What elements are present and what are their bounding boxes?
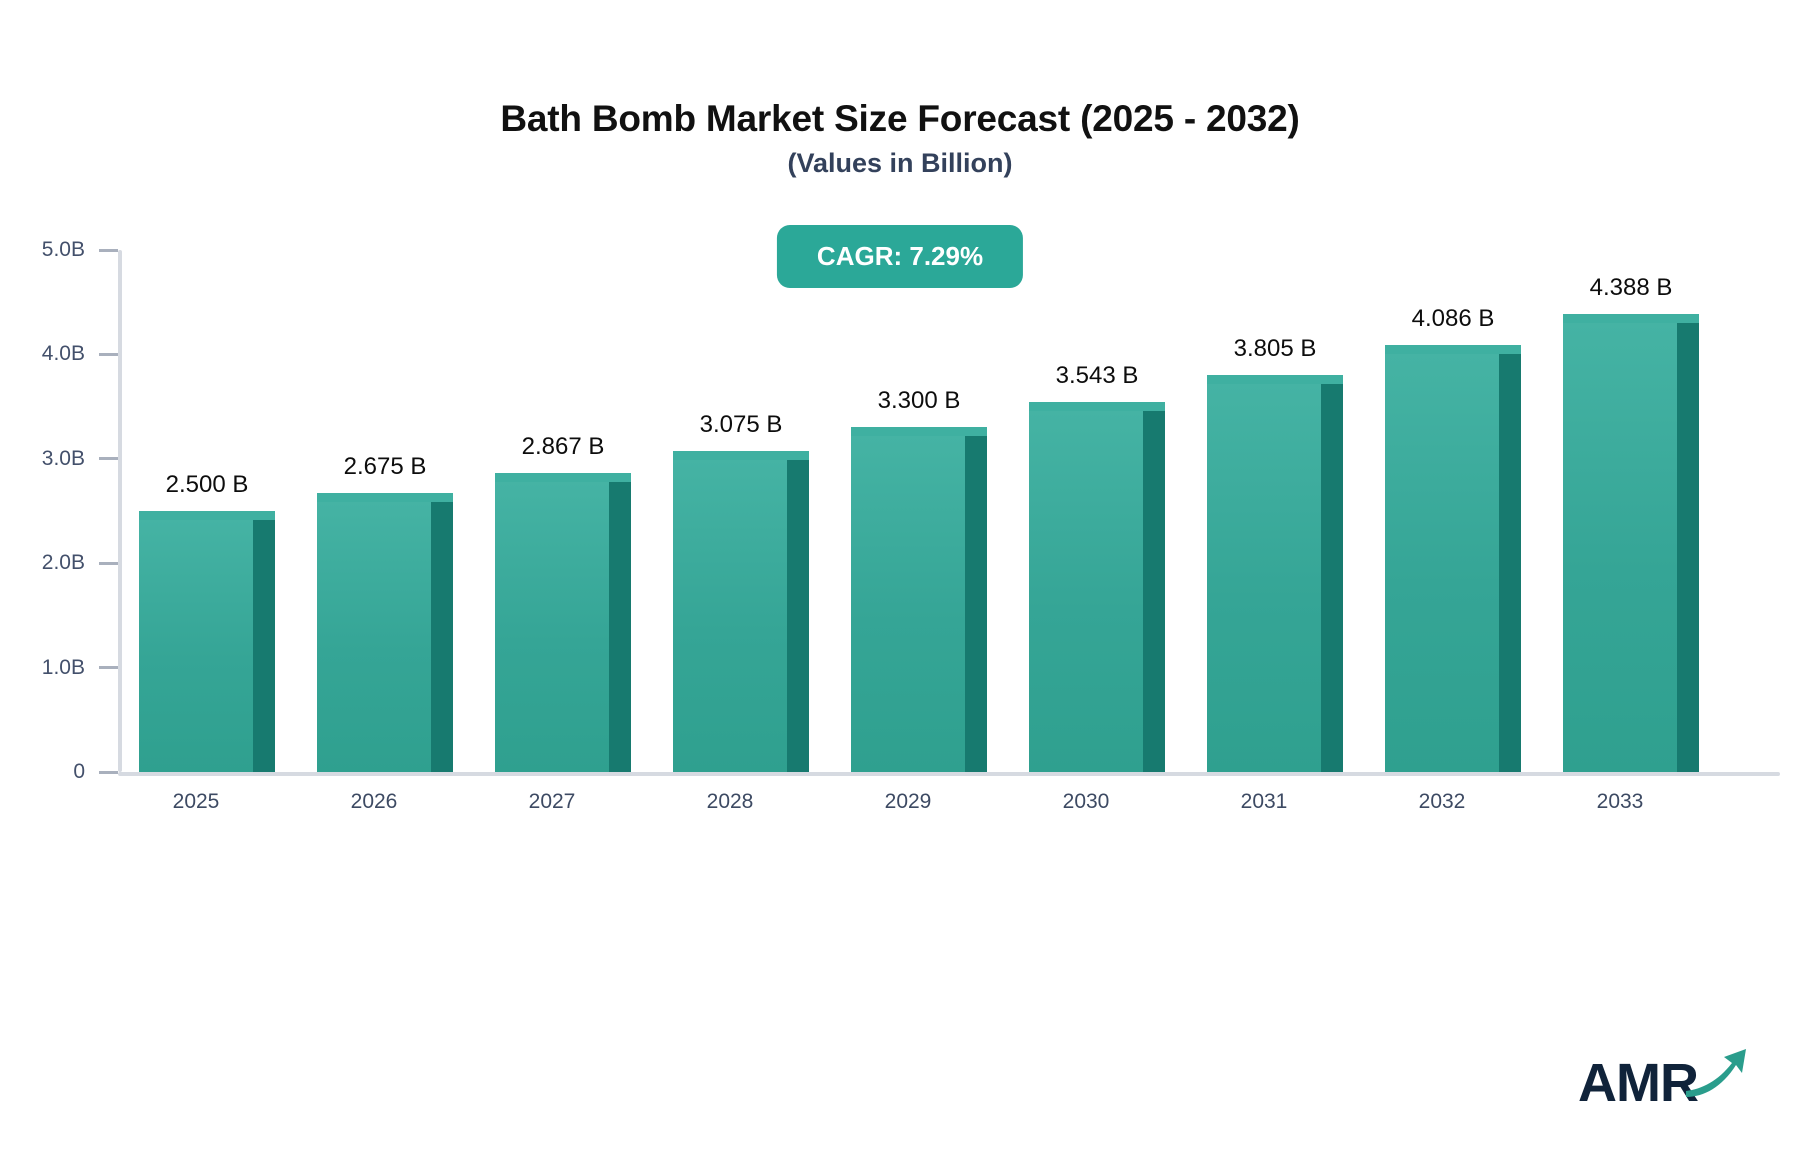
bar-column[interactable]: 4.086 B bbox=[1385, 250, 1521, 772]
plot-area: 2.500 B 2.675 B 2.867 B 3.075 B 3.300 B 3.543… bbox=[42, 238, 1780, 783]
bar-top-face bbox=[1563, 313, 1699, 323]
bar-side-face bbox=[253, 520, 275, 772]
bar-column[interactable]: 2.867 B bbox=[495, 250, 631, 772]
bar-top-face bbox=[851, 427, 987, 437]
y-axis-tick-label: 1.0B bbox=[41, 655, 85, 679]
bar-column[interactable]: 4.388 B bbox=[1563, 250, 1699, 772]
bar-shape: 3.805 B bbox=[1207, 335, 1343, 772]
bar-column[interactable]: 3.300 B bbox=[851, 250, 987, 772]
y-axis-tick-dash bbox=[99, 457, 118, 461]
bar-shape: 3.300 B bbox=[851, 387, 987, 772]
bar-column[interactable]: 3.075 B bbox=[673, 250, 809, 772]
cagr-badge: CAGR: 7.29% bbox=[776, 225, 1024, 288]
bar-side-face bbox=[609, 481, 631, 772]
bar-column[interactable]: 3.543 B bbox=[1029, 250, 1165, 772]
x-axis-tick-label: 2030 bbox=[1062, 790, 1110, 813]
bar-value-label: 2.675 B bbox=[343, 452, 427, 480]
y-axis-tick-label: 5.0B bbox=[41, 238, 85, 261]
y-axis-tick-dash bbox=[99, 561, 118, 565]
bar-side-face bbox=[1143, 411, 1165, 772]
bar-shape: 2.867 B bbox=[495, 433, 631, 772]
bar-value-label: 2.500 B bbox=[165, 471, 249, 498]
bar-side-face bbox=[965, 436, 987, 772]
bar-value-label: 3.805 B bbox=[1233, 334, 1317, 362]
bar-top-face bbox=[1385, 345, 1521, 355]
bar-shape: 3.543 B bbox=[1029, 362, 1165, 772]
y-axis-tick-dash bbox=[99, 770, 118, 774]
bar-front-face bbox=[673, 459, 787, 772]
logo-wordmark: AMR bbox=[1578, 1053, 1699, 1113]
x-axis-tick-label: 2025 bbox=[172, 790, 220, 813]
bar-shape: 2.675 B bbox=[317, 453, 453, 772]
bar-side-face bbox=[1499, 354, 1521, 772]
bar-front-face bbox=[1563, 322, 1677, 772]
bar-side-face bbox=[1677, 322, 1699, 772]
bar-top-face bbox=[139, 511, 275, 520]
bar-front-face bbox=[1385, 354, 1499, 772]
bar-series: 2.500 B 2.675 B 2.867 B 3.075 B 3.300 B 3.543… bbox=[118, 250, 1720, 772]
y-axis-tick: 3.0B bbox=[19, 447, 118, 471]
y-axis-tick-label: 2.0B bbox=[41, 551, 85, 575]
y-axis-tick: 2.0B bbox=[19, 551, 118, 575]
bar-top-face bbox=[1207, 374, 1343, 384]
bar-value-label: 3.543 B bbox=[1055, 362, 1139, 390]
y-axis-tick: 5.0B bbox=[19, 238, 118, 262]
bar-column[interactable]: 2.675 B bbox=[317, 250, 453, 772]
y-axis-tick-dash bbox=[99, 352, 118, 356]
bar-shape: 4.086 B bbox=[1385, 305, 1521, 772]
y-axis-tick-label: 4.0B bbox=[41, 342, 85, 366]
bar-top-face bbox=[673, 450, 809, 460]
bar-column[interactable]: 3.805 B bbox=[1207, 250, 1343, 772]
bar-front-face bbox=[317, 501, 431, 772]
amr-logo: AMR bbox=[1578, 1047, 1754, 1110]
bar-front-face bbox=[495, 481, 609, 772]
y-axis-tick: 0 bbox=[19, 760, 118, 784]
y-axis-tick: 4.0B bbox=[19, 342, 118, 366]
bar-front-face bbox=[139, 520, 253, 772]
bar-side-face bbox=[431, 501, 453, 772]
bar-value-label: 4.388 B bbox=[1589, 273, 1673, 301]
bar-shape: 4.388 B bbox=[1563, 274, 1699, 772]
bar-side-face bbox=[1321, 383, 1343, 772]
bar-side-face bbox=[787, 459, 809, 772]
y-axis-tick-dash bbox=[99, 248, 118, 252]
bar-value-label: 3.300 B bbox=[877, 387, 961, 415]
bar-top-face bbox=[317, 492, 453, 502]
bar-value-label: 3.075 B bbox=[699, 410, 783, 438]
bar-top-face bbox=[1029, 402, 1165, 412]
y-axis-tick-dash bbox=[99, 666, 118, 670]
growth-arrow-icon bbox=[1682, 1047, 1754, 1108]
y-axis-tick-label: 0 bbox=[73, 760, 85, 783]
y-axis-line bbox=[118, 250, 122, 772]
bar-front-face bbox=[851, 436, 965, 772]
x-axis-tick-label: 2027 bbox=[528, 790, 576, 813]
bar-value-label: 4.086 B bbox=[1411, 305, 1495, 333]
x-axis-line bbox=[118, 772, 1780, 776]
x-axis-tick-label: 2028 bbox=[706, 790, 754, 813]
chart-subtitle: (Values in Billion) bbox=[787, 148, 1013, 178]
y-axis-tick-label: 3.0B bbox=[41, 446, 85, 470]
x-axis-tick-label: 2026 bbox=[350, 790, 398, 813]
bar-shape: 3.075 B bbox=[673, 411, 809, 772]
bar-shape: 2.500 B bbox=[139, 471, 275, 772]
x-axis-tick-label: 2031 bbox=[1240, 790, 1288, 813]
x-axis-tick-label: 2033 bbox=[1596, 790, 1644, 813]
bar-front-face bbox=[1029, 411, 1143, 772]
x-axis-tick-label: 2032 bbox=[1418, 790, 1466, 813]
y-axis-tick: 1.0B bbox=[19, 656, 118, 680]
x-axis-tick-label: 2029 bbox=[884, 790, 932, 813]
bar-column[interactable]: 2.500 B bbox=[139, 250, 275, 772]
bar-front-face bbox=[1207, 383, 1321, 772]
chart-title: Bath Bomb Market Size Forecast (2025 - 2… bbox=[500, 98, 1300, 139]
bar-value-label: 2.867 B bbox=[521, 432, 605, 460]
bar-top-face bbox=[495, 472, 631, 482]
